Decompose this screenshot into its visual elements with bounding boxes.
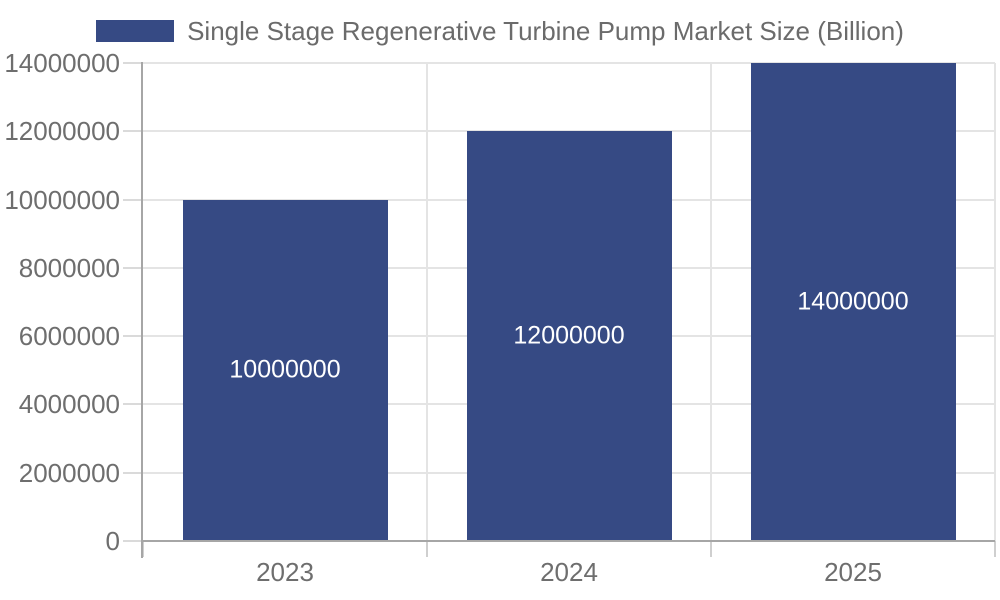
legend-label: Single Stage Regenerative Turbine Pump M… <box>187 15 904 46</box>
y-tick-label: 14000000 <box>4 48 120 78</box>
x-axis-tick <box>426 541 428 557</box>
bar-value-label: 10000000 <box>229 355 341 384</box>
x-tick-label: 2025 <box>824 557 882 587</box>
y-axis-tick <box>123 540 143 542</box>
plot-area: 10000000 12000000 14000000 <box>143 62 996 541</box>
y-axis-tick <box>123 62 143 64</box>
y-tick-label: 6000000 <box>18 321 120 352</box>
y-axis-line <box>141 62 143 558</box>
y-axis-tick <box>123 130 143 133</box>
x-axis-tick <box>994 541 996 557</box>
y-tick-label: 8000000 <box>18 252 120 283</box>
x-gridline <box>710 63 712 541</box>
y-tick-label: 2000000 <box>18 457 120 488</box>
x-axis-line <box>143 540 995 542</box>
y-axis-tick <box>123 198 143 201</box>
x-tick-label: 2024 <box>540 557 598 587</box>
y-axis-tick <box>123 471 143 474</box>
y-tick-label: 12000000 <box>4 116 120 147</box>
y-gridline <box>143 62 995 64</box>
y-tick-label: 10000000 <box>4 184 120 215</box>
legend[interactable]: Single Stage Regenerative Turbine Pump M… <box>0 16 1000 46</box>
bar-2025 <box>750 63 956 541</box>
bar-value-label: 14000000 <box>797 287 909 316</box>
x-axis-tick <box>710 541 712 557</box>
y-axis-tick <box>123 403 143 406</box>
y-axis-tick <box>123 266 143 269</box>
bar-value-label: 12000000 <box>513 321 625 350</box>
y-axis-tick <box>123 335 143 338</box>
bar-2023 <box>182 199 388 541</box>
y-tick-label: 4000000 <box>18 389 120 420</box>
bar-2024 <box>466 131 672 541</box>
x-gridline <box>426 63 428 541</box>
y-tick-label: 0 <box>105 526 120 556</box>
x-tick-label: 2023 <box>256 557 314 587</box>
legend-swatch-icon <box>96 20 175 42</box>
x-gridline <box>994 63 996 541</box>
x-axis-tick <box>142 541 144 557</box>
